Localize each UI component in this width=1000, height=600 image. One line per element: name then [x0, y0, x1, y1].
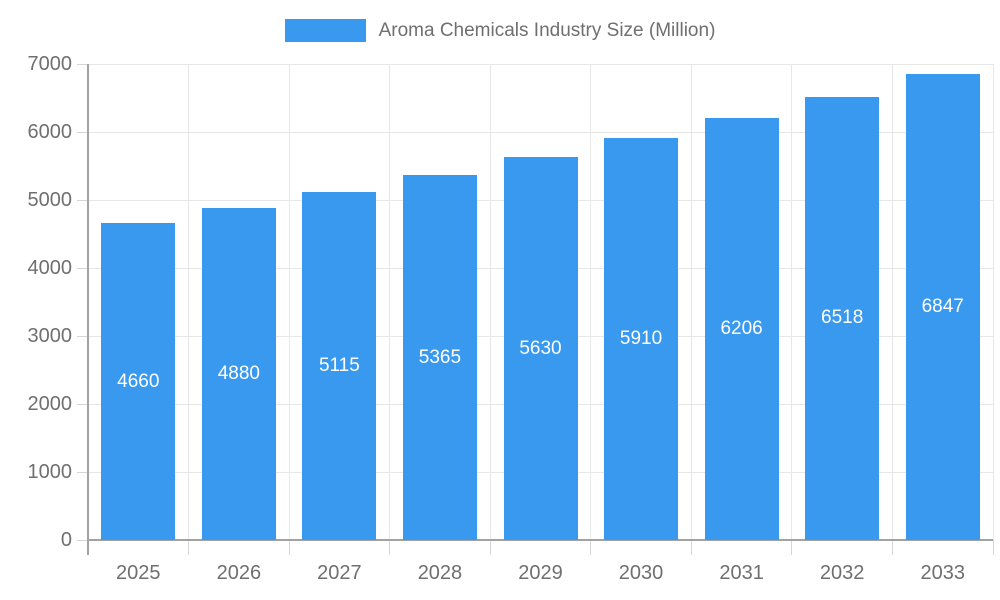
y-axis-label: 6000 — [27, 121, 73, 143]
y-axis-label: 3000 — [27, 325, 73, 347]
y-axis-label: 2000 — [27, 393, 73, 415]
h-gridline — [88, 131, 993, 133]
bar — [503, 157, 578, 540]
v-gridline — [690, 64, 692, 540]
v-gridline — [891, 64, 893, 540]
y-axis-label: 4000 — [27, 257, 73, 279]
h-gridline — [88, 63, 993, 65]
x-axis-label: 2031 — [719, 562, 764, 584]
v-gridline — [791, 64, 793, 540]
y-tick — [77, 267, 88, 269]
y-tick — [77, 131, 88, 133]
bar — [604, 138, 679, 540]
bar-value-label: 6518 — [821, 307, 864, 329]
bar-value-label: 4880 — [217, 363, 260, 385]
v-gridline — [590, 64, 592, 540]
x-tick — [389, 540, 391, 555]
bar-value-label: 5365 — [418, 346, 462, 368]
legend-swatch — [284, 19, 366, 42]
x-axis-label: 2028 — [417, 562, 463, 584]
bar — [805, 96, 880, 540]
v-gridline — [389, 64, 391, 540]
bar — [201, 208, 276, 540]
bar — [302, 192, 377, 540]
bar-value-label: 6847 — [921, 296, 964, 318]
x-axis-label: 2032 — [819, 562, 865, 584]
y-axis-label: 0 — [60, 529, 72, 551]
y-axis-line — [87, 64, 89, 555]
bar-value-label: 5630 — [519, 337, 562, 359]
x-axis-label: 2026 — [216, 562, 262, 584]
x-axis-label: 2027 — [317, 562, 362, 584]
bar-value-label: 5910 — [619, 328, 663, 350]
y-tick — [77, 471, 88, 473]
y-tick — [77, 539, 88, 541]
bar-value-label: 4660 — [117, 370, 160, 392]
bar — [905, 74, 980, 540]
v-gridline — [288, 64, 290, 540]
bar — [101, 223, 176, 540]
x-axis-line — [87, 539, 993, 541]
x-tick — [992, 540, 994, 555]
x-tick — [690, 540, 692, 555]
y-tick — [77, 403, 88, 405]
bar — [704, 117, 779, 540]
bar-value-label: 6206 — [720, 317, 763, 339]
x-axis-label: 2033 — [920, 562, 965, 584]
y-axis-label: 5000 — [27, 189, 73, 211]
x-tick — [590, 540, 592, 555]
legend-item[interactable]: Aroma Chemicals Industry Size (Million) — [284, 19, 716, 42]
x-tick — [188, 540, 190, 555]
v-gridline — [489, 64, 491, 540]
legend: Aroma Chemicals Industry Size (Million) — [0, 19, 1000, 42]
v-gridline — [992, 64, 994, 540]
v-gridline — [188, 64, 190, 540]
x-tick — [791, 540, 793, 555]
x-axis-label: 2025 — [116, 562, 161, 584]
y-axis-label: 1000 — [27, 461, 73, 483]
y-tick — [77, 63, 88, 65]
bar-value-label: 5115 — [318, 355, 360, 377]
y-tick — [77, 335, 88, 337]
x-tick — [489, 540, 491, 555]
x-tick — [891, 540, 893, 555]
y-tick — [77, 199, 88, 201]
y-axis-label: 7000 — [27, 53, 73, 75]
x-axis-label: 2029 — [518, 562, 563, 584]
x-axis-label: 2030 — [618, 562, 664, 584]
legend-label: Aroma Chemicals Industry Size (Million) — [378, 19, 716, 41]
bar — [402, 175, 477, 540]
x-tick — [288, 540, 290, 555]
